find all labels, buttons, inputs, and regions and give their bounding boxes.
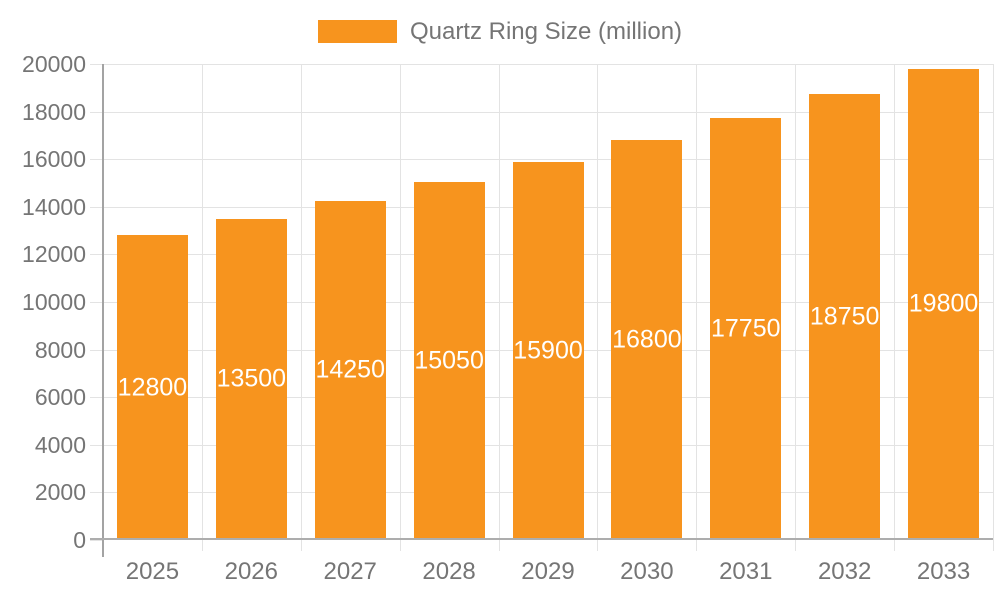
plot-area: 0 2000 4000 6000 8000 10000 12000 14000 16000 180… <box>22 51 994 585</box>
bar-value-label: 15900 <box>513 336 583 365</box>
gridline-vertical <box>993 64 994 551</box>
y-axis-tick <box>90 64 103 65</box>
legend-swatch-icon <box>317 20 397 43</box>
gridline-vertical <box>696 64 698 551</box>
x-axis-line <box>90 538 993 540</box>
x-axis-label: 2033 <box>916 558 971 585</box>
y-axis-label: 2000 <box>34 479 86 506</box>
x-axis-label: 2026 <box>224 558 278 585</box>
gridline-vertical <box>597 64 599 551</box>
y-axis-tick <box>90 444 103 446</box>
y-axis-label: 14000 <box>22 193 86 220</box>
y-axis-label: 12000 <box>22 241 86 268</box>
y-axis-tick <box>90 397 103 399</box>
y-axis-tick <box>90 254 103 256</box>
gridline-vertical <box>795 64 797 551</box>
y-axis-tick <box>90 492 103 494</box>
y-axis-label: 18000 <box>22 98 86 125</box>
y-axis-label: 0 <box>73 527 86 553</box>
bar-value-label: 12800 <box>117 373 188 402</box>
y-axis-tick <box>90 111 103 113</box>
bar-value-label: 19800 <box>908 289 979 318</box>
y-axis-tick <box>90 540 103 541</box>
x-axis-label: 2025 <box>125 558 180 585</box>
x-axis-label: 2030 <box>620 558 674 585</box>
gridline-vertical <box>300 64 302 551</box>
y-axis-tick <box>90 302 103 303</box>
x-axis-label: 2028 <box>422 558 476 585</box>
bar-value-label: 13500 <box>216 364 287 393</box>
legend-label: Quartz Ring Size (million) <box>409 18 683 45</box>
y-axis-label: 4000 <box>34 431 86 458</box>
gridline-vertical <box>201 64 203 551</box>
y-axis-tick <box>90 159 103 161</box>
bar-value-label: 15050 <box>414 346 484 375</box>
gridline-horizontal <box>103 159 993 161</box>
x-axis-label: 2032 <box>817 558 872 585</box>
y-axis-tick <box>90 349 103 351</box>
gridline-vertical <box>894 64 896 551</box>
x-axis-label: 2027 <box>323 558 377 585</box>
bar-value-label: 16800 <box>612 325 682 354</box>
gridline-vertical <box>399 64 401 551</box>
y-axis-label: 10000 <box>22 289 86 315</box>
bar-2028[interactable] <box>413 181 485 540</box>
bar-2031[interactable] <box>710 117 782 540</box>
y-axis-line <box>102 64 104 557</box>
bar-value-label: 17750 <box>711 314 781 343</box>
y-axis-label: 16000 <box>22 146 86 173</box>
bar-2030[interactable] <box>611 140 683 540</box>
bar-2029[interactable] <box>512 161 584 540</box>
bar-2026[interactable] <box>215 218 287 540</box>
gridline-vertical <box>498 64 500 551</box>
gridline-horizontal <box>103 111 993 113</box>
x-axis-label: 2031 <box>719 558 773 585</box>
bar-2025[interactable] <box>116 235 188 540</box>
y-axis-label: 6000 <box>34 384 86 411</box>
y-axis-tick <box>90 206 103 208</box>
x-axis-label: 2029 <box>521 558 575 585</box>
legend-item[interactable]: Quartz Ring Size (million) <box>0 18 1000 45</box>
bar-2033[interactable] <box>908 68 980 540</box>
bar-value-label: 14250 <box>315 355 385 384</box>
gridline-horizontal <box>103 64 993 65</box>
y-axis-label: 8000 <box>34 336 86 363</box>
bar-2032[interactable] <box>809 93 881 540</box>
bar-value-label: 18750 <box>809 302 880 331</box>
bar-2027[interactable] <box>314 200 386 540</box>
y-axis-label: 20000 <box>22 51 86 77</box>
